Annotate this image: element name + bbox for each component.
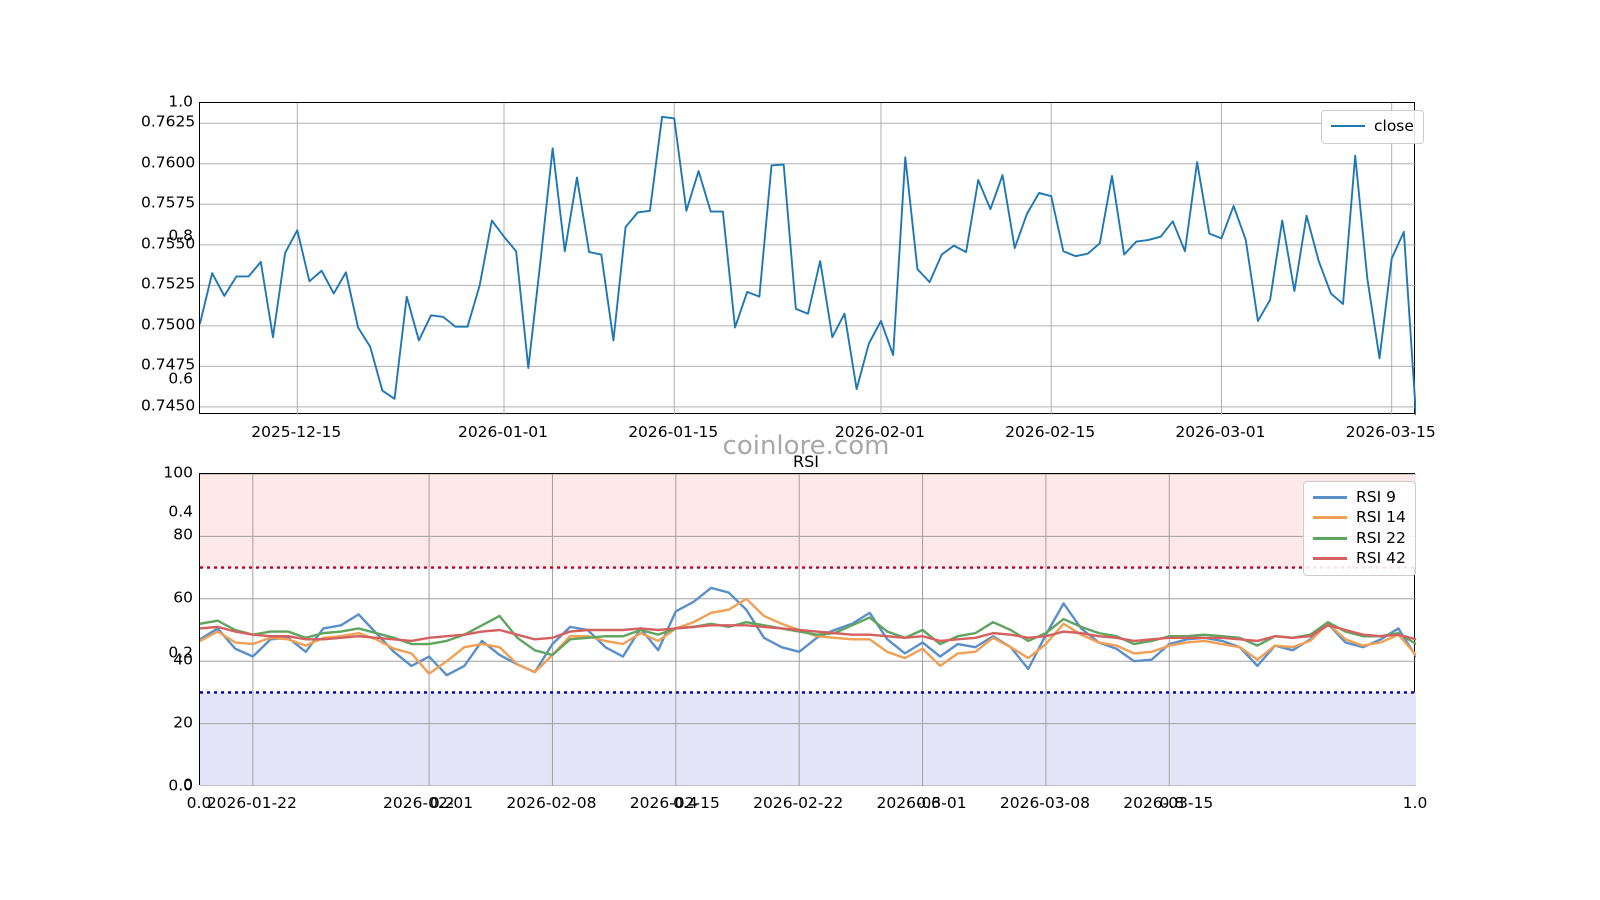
rsi-y-ticklabel: 0 (183, 775, 193, 794)
price-y-ticklabel: 0.7600 (141, 153, 196, 172)
price-y-ticklabel: 0.7500 (141, 315, 196, 334)
price-overlay-y-ticklabel: 0.6 (168, 369, 193, 388)
price-y-ticklabel: 0.7450 (141, 396, 196, 415)
rsi-overlay-x-ticklabel: 0.8 (1159, 794, 1185, 812)
price-y-ticklabel: 0.7525 (141, 274, 196, 293)
legend-line-icon (1331, 125, 1365, 128)
watermark-coinlore: coinlore.com (722, 431, 890, 461)
rsi-x-ticklabel: 2026-03-01 (876, 794, 967, 812)
price-x-ticklabel: 2025-12-15 (251, 423, 342, 441)
rsi-plot-svg (200, 474, 1416, 786)
price-legend-item[interactable]: close (1331, 116, 1414, 137)
legend-label: RSI 42 (1356, 549, 1406, 567)
legend-line-icon (1313, 516, 1347, 520)
price-x-ticklabel: 2026-02-01 (834, 423, 925, 441)
rsi-y-ticklabel: 60 (173, 588, 193, 607)
price-y-ticklabel: 0.7550 (141, 234, 196, 253)
price-y-ticklabel: 0.7575 (141, 193, 196, 212)
legend-label: RSI 14 (1356, 508, 1406, 526)
rsi-legend-item[interactable]: RSI 14 (1313, 508, 1406, 529)
price-plot-svg (200, 103, 1416, 415)
rsi-y-ticklabel: 40 (173, 650, 193, 669)
rsi-overlay-y-ticklabel: 0.2 (168, 643, 193, 662)
price-chart-legend[interactable]: close (1321, 110, 1424, 144)
rsi-y-ticklabel: 20 (173, 712, 193, 731)
legend-label: RSI 9 (1356, 487, 1396, 506)
rsi-legend-item[interactable]: RSI 9 (1313, 487, 1406, 508)
price-x-ticklabel: 2026-01-01 (457, 423, 549, 441)
rsi-overlay-x-ticklabel: 0.4 (673, 794, 698, 812)
rsi-overlay-y-ticklabel: 0.0 (168, 776, 193, 795)
price-x-ticklabel: 2026-02-15 (1005, 423, 1096, 441)
rsi-overlay-x-ticklabel: 1.0 (1402, 794, 1428, 812)
rsi-x-ticklabel: 2026-03-15 (1123, 794, 1214, 812)
rsi-overlay-x-ticklabel: 0.2 (429, 794, 455, 812)
rsi-y-ticklabel: 100 (163, 463, 193, 482)
rsi-overlay-x-ticklabel: 0.6 (916, 794, 941, 812)
price-x-ticklabel: 2026-03-01 (1175, 423, 1266, 441)
rsi-overlay-y-ticklabel: 0.4 (168, 502, 193, 521)
legend-line-icon (1313, 536, 1347, 540)
rsi-legend-item[interactable]: RSI 22 (1313, 528, 1406, 549)
price-x-ticklabel: 2026-03-15 (1345, 423, 1436, 441)
rsi-x-ticklabel: 2026-03-08 (999, 794, 1090, 812)
rsi-overlay-x-ticklabel: 0.0 (186, 794, 212, 812)
rsi-y-ticklabel: 80 (173, 525, 193, 544)
rsi-x-ticklabel: 2026-02-01 (383, 794, 474, 812)
rsi-x-ticklabel: 2026-02-08 (506, 794, 597, 812)
price-overlay-y-ticklabel: 0.8 (168, 226, 193, 245)
legend-line-icon (1313, 557, 1347, 561)
rsi-legend-item[interactable]: RSI 42 (1313, 549, 1406, 570)
legend-label: close (1374, 116, 1414, 135)
rsi-chart-axes (199, 473, 1416, 786)
rsi-x-ticklabel: 2026-02-22 (753, 794, 844, 812)
rsi-x-ticklabel: 2026-02-15 (629, 794, 720, 812)
price-y-ticklabel: 0.7475 (141, 355, 196, 374)
price-y-ticklabel: 0.7625 (141, 112, 196, 131)
price-x-ticklabel: 2026-01-15 (628, 423, 719, 441)
price-chart-axes (199, 102, 1416, 415)
price-overlay-y-ticklabel: 1.0 (168, 92, 193, 111)
rsi-x-ticklabel: 2026-01-22 (206, 794, 297, 812)
legend-label: RSI 22 (1356, 528, 1406, 547)
legend-line-icon (1313, 495, 1347, 499)
rsi-chart-legend[interactable]: RSI 9 RSI 14 RSI 22 RSI 42 (1303, 481, 1416, 576)
rsi-panel-title: RSI (793, 452, 819, 471)
